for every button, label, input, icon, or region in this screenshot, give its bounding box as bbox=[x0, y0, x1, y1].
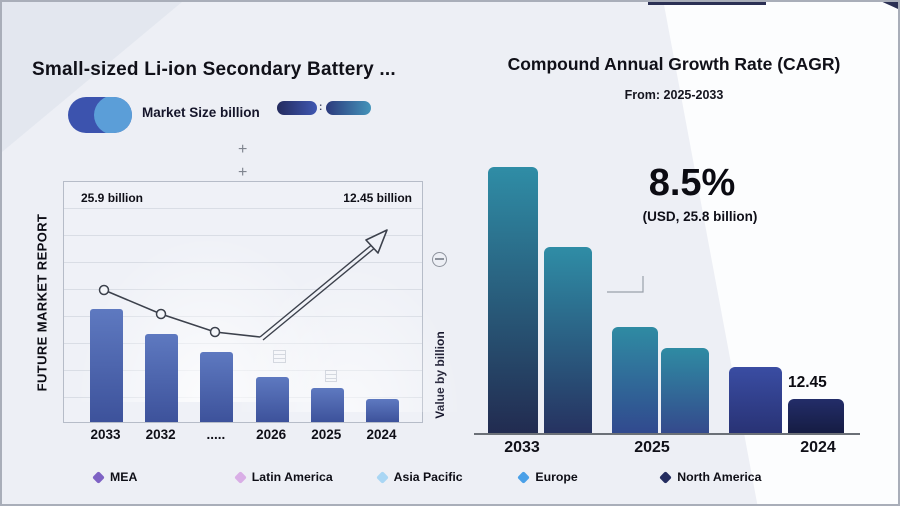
cagr-value: 8.5% bbox=[648, 162, 736, 204]
right-x-axis-line bbox=[474, 433, 860, 435]
legend-dot bbox=[92, 471, 105, 484]
ratio-pill-icon-right bbox=[326, 101, 371, 115]
legend-label: Latin America bbox=[251, 470, 333, 484]
ratio-pill-icon-left bbox=[277, 101, 317, 115]
left-x-label-2024: 2024 bbox=[366, 427, 397, 442]
left-bar-2032 bbox=[145, 334, 179, 422]
legend-dot bbox=[659, 471, 673, 484]
right-x-label-2025: 2025 bbox=[634, 439, 670, 456]
ratio-separator: : bbox=[319, 102, 323, 113]
cagr-subtitle: From: 2025-2033 bbox=[624, 88, 724, 102]
market-size-chart: 25.9 billion 12.45 billion bbox=[63, 181, 464, 423]
cagr-bar-2025-a bbox=[612, 327, 658, 434]
legend-label: MEA bbox=[110, 470, 138, 484]
legend-dot bbox=[517, 471, 531, 484]
battery-icon bbox=[68, 97, 132, 133]
market-size-label: Market Size billion bbox=[142, 105, 260, 120]
plus-icon: + bbox=[238, 141, 248, 158]
faint-square-icon bbox=[273, 350, 286, 363]
left-chart-title: Small-sized Li-ion Secondary Battery ... bbox=[32, 59, 396, 80]
data-label-12-45: 12.45 bbox=[788, 374, 827, 391]
legend-dot bbox=[375, 471, 389, 484]
left-x-label-2033: 2033 bbox=[90, 427, 121, 442]
vertical-watermark: FUTURE MARKET REPORT bbox=[34, 213, 50, 392]
plus-icon: + bbox=[238, 164, 248, 181]
left-bar-2026 bbox=[255, 377, 289, 422]
left-x-label-2026: 2026 bbox=[256, 427, 287, 442]
cagr-bar-2025-b bbox=[661, 348, 709, 434]
callout-bracket bbox=[607, 276, 644, 293]
cagr-note: (USD, 25.8 billion) bbox=[642, 209, 758, 224]
left-x-label-.....: ..... bbox=[206, 427, 226, 442]
legend-dot bbox=[233, 471, 247, 484]
legend-label: Asia Pacific bbox=[393, 470, 463, 484]
left-x-axis-labels: 2033 2032..... 2026 2025 2024 bbox=[63, 427, 423, 445]
annotation-2033-value: 25.9 billion bbox=[81, 191, 144, 205]
left-bar-2025 bbox=[310, 388, 344, 422]
left-bar-2033 bbox=[90, 309, 123, 422]
top-accent-bar bbox=[648, 2, 766, 5]
left-x-label-2025: 2025 bbox=[311, 427, 342, 442]
legend-label: North America bbox=[677, 470, 762, 484]
left-x-label-2032: 2032 bbox=[145, 427, 176, 442]
right-x-label-2033: 2033 bbox=[504, 439, 540, 456]
right-x-label-2024: 2024 bbox=[800, 439, 836, 456]
cagr-bar-2033-a bbox=[488, 167, 538, 434]
cagr-title: Compound Annual Growth Rate (CAGR) bbox=[507, 54, 841, 74]
cagr-bar-2033-b bbox=[544, 247, 592, 434]
legend-label: Europe bbox=[535, 470, 578, 484]
cagr-bar-2024-b bbox=[788, 399, 844, 434]
annotation-2024-value: 12.45 billion bbox=[343, 191, 412, 205]
left-bar-..... bbox=[200, 352, 234, 422]
left-bar-2024 bbox=[366, 399, 399, 422]
battery-icon-cap bbox=[94, 97, 132, 133]
faint-square-icon bbox=[325, 370, 337, 382]
cagr-bar-2024-a bbox=[729, 367, 782, 434]
